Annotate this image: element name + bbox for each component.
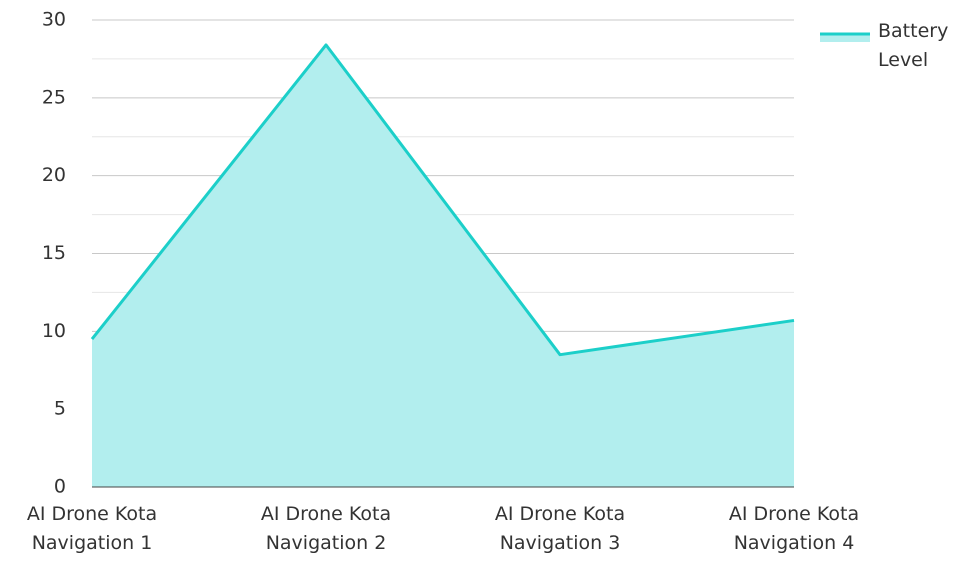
- line: [90, 43, 795, 357]
- y-tick-label: 30: [42, 9, 66, 31]
- x-tick-label: AI Drone Kota Navigation 2: [260, 503, 392, 554]
- legend-swatch: [820, 34, 870, 42]
- x-tick-label: AI Drone Kota Navigation 3: [494, 503, 626, 554]
- x-tick-label: AI Drone Kota Navigation 4: [728, 503, 860, 554]
- area: [92, 44, 794, 487]
- y-tick-label: 0: [54, 476, 66, 498]
- x-tick-label: AI Drone Kota Navigation 1: [26, 503, 158, 554]
- legend-label: Battery Level: [878, 20, 949, 71]
- y-tick-label: 20: [42, 164, 66, 186]
- y-tick-label: 10: [42, 320, 66, 342]
- y-tick-label: 15: [42, 242, 66, 264]
- y-tick-label: 5: [54, 398, 66, 420]
- y-tick-label: 25: [42, 86, 66, 108]
